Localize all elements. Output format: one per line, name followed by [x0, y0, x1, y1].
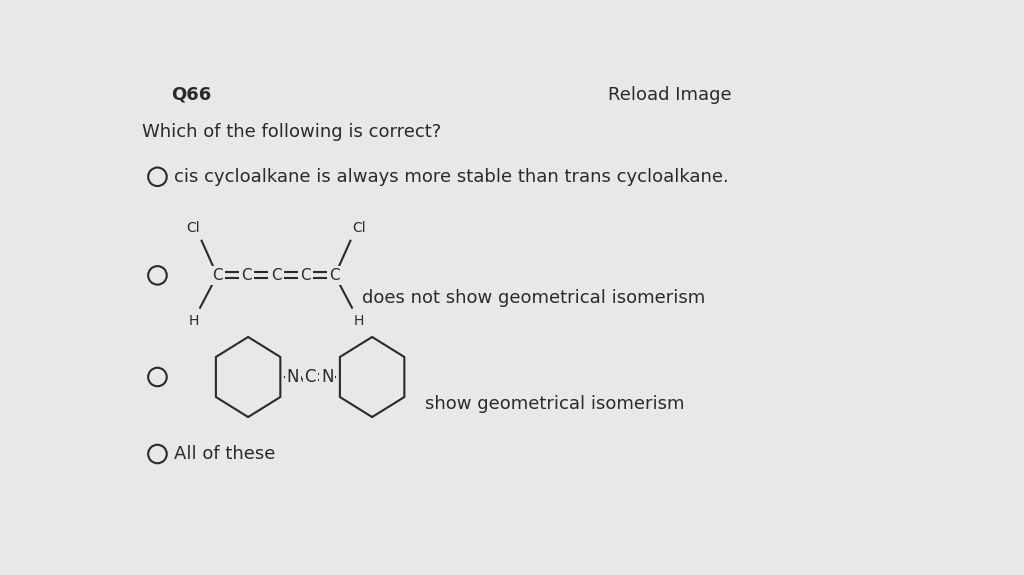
Text: C: C	[242, 268, 252, 283]
Text: Q66: Q66	[171, 86, 211, 104]
Text: N: N	[321, 368, 334, 386]
Text: H: H	[188, 314, 199, 328]
Text: H: H	[353, 314, 364, 328]
Text: N: N	[287, 368, 299, 386]
Text: C: C	[304, 368, 315, 386]
Text: Cl: Cl	[352, 221, 366, 235]
Text: C: C	[270, 268, 282, 283]
Text: Cl: Cl	[186, 221, 200, 235]
Text: Which of the following is correct?: Which of the following is correct?	[142, 123, 441, 141]
Text: C: C	[330, 268, 340, 283]
Text: All of these: All of these	[174, 445, 275, 463]
Text: N: N	[293, 368, 305, 386]
Text: show geometrical isomerism: show geometrical isomerism	[425, 395, 684, 413]
Text: C: C	[300, 268, 311, 283]
Text: Reload Image: Reload Image	[608, 86, 732, 104]
Text: C: C	[212, 268, 222, 283]
Text: does not show geometrical isomerism: does not show geometrical isomerism	[362, 289, 706, 308]
Text: cis cycloalkane is always more stable than trans cycloalkane.: cis cycloalkane is always more stable th…	[174, 168, 729, 186]
